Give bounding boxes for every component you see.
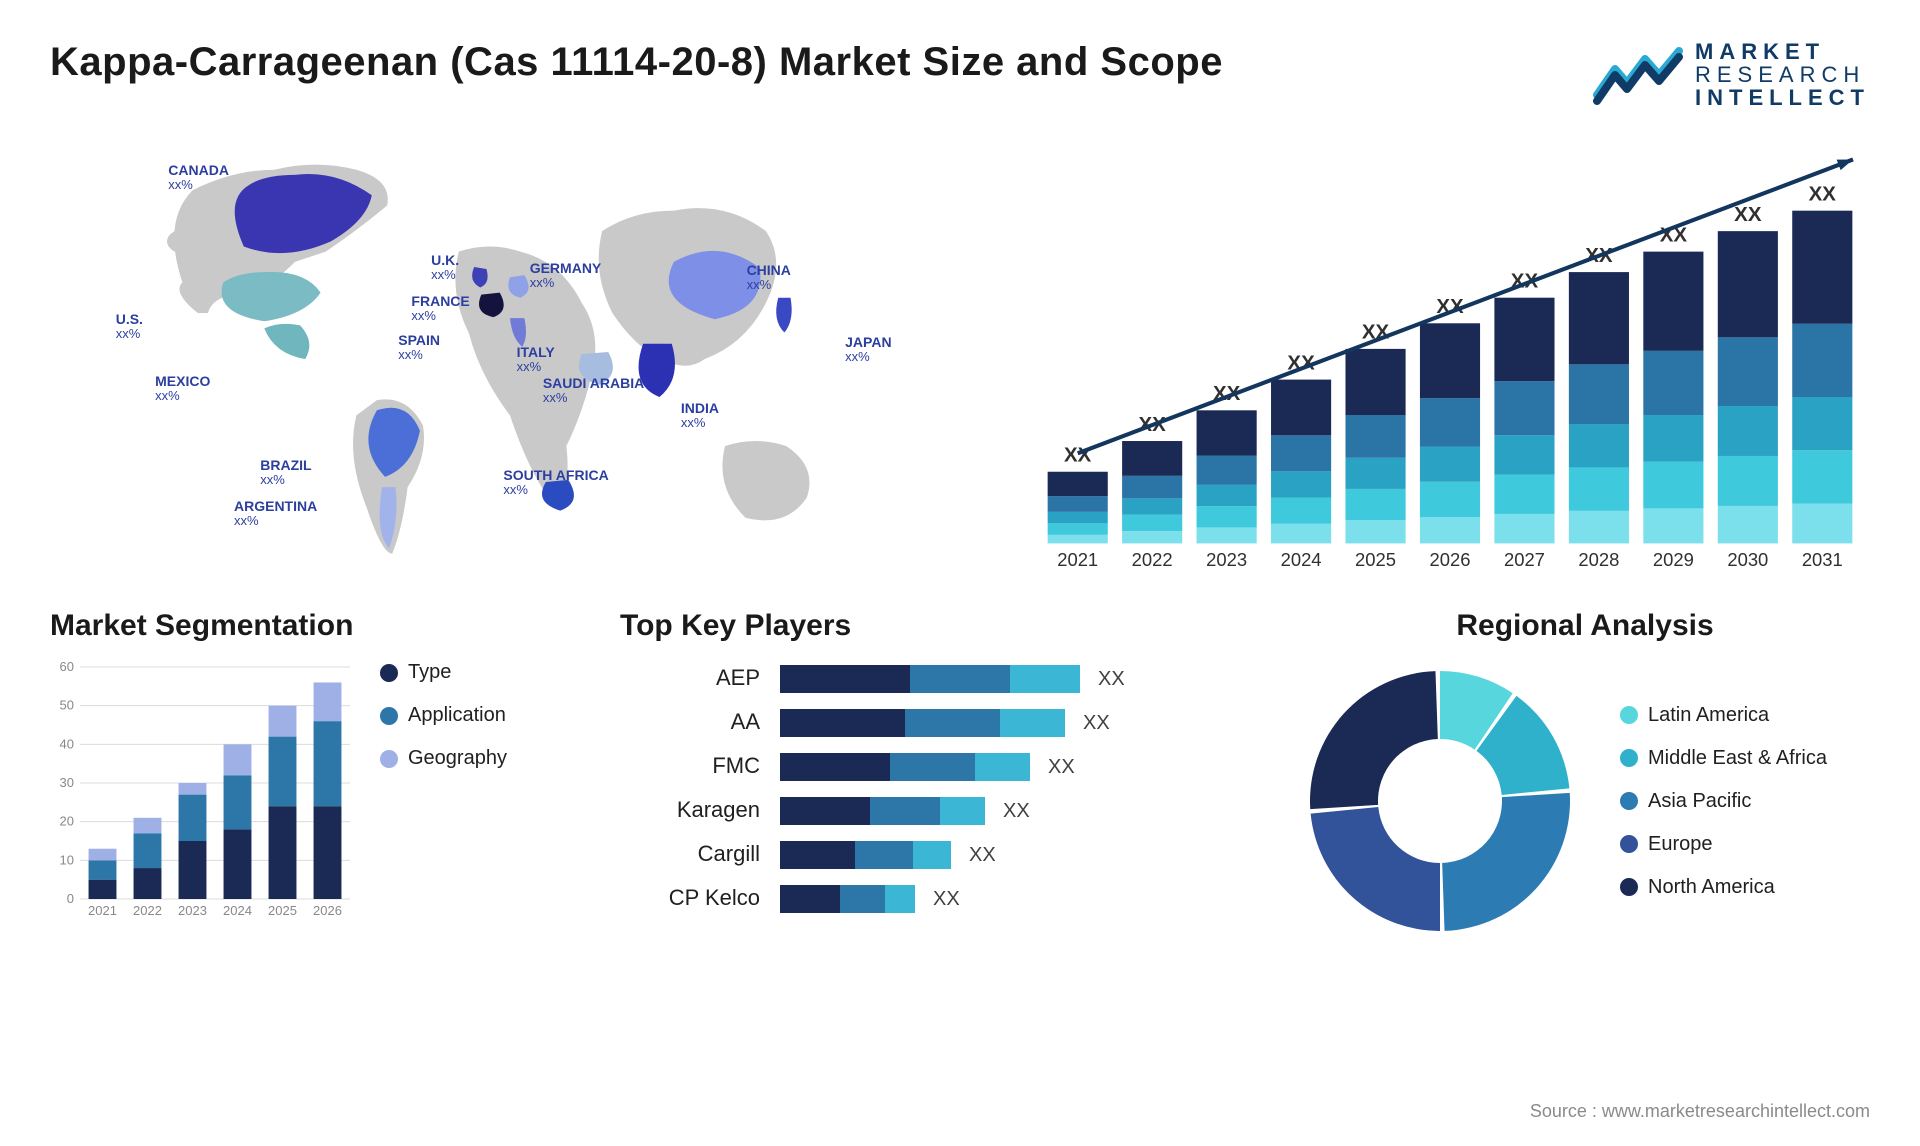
map-label: SAUDI ARABIAxx% [543,375,644,406]
player-name: Karagen [620,797,760,823]
top-row: CANADAxx% U.S.xx% MEXICOxx% BRAZILxx% ARGENT… [50,139,1870,569]
player-bar-row: XX [780,841,1260,869]
svg-text:30: 30 [60,775,74,790]
map-label: INDIAxx% [681,400,719,431]
svg-text:2024: 2024 [1281,549,1322,569]
players-bars-col: XX XX XX XX XX XX [780,661,1260,913]
svg-text:50: 50 [60,698,74,713]
svg-text:2022: 2022 [1132,549,1173,569]
map-label: JAPANxx% [845,334,891,365]
regional-title: Regional Analysis [1300,609,1870,643]
map-label: CANADAxx% [168,162,229,193]
svg-text:2023: 2023 [1206,549,1247,569]
svg-text:20: 20 [60,814,74,829]
svg-text:10: 10 [60,853,74,868]
world-map: CANADAxx% U.S.xx% MEXICOxx% BRAZILxx% ARGENT… [50,139,970,569]
player-bar-row: XX [780,797,1260,825]
legend-item: Latin America [1620,704,1827,727]
map-label: GERMANYxx% [530,260,602,291]
legend-item: Geography [380,747,507,770]
svg-text:2023: 2023 [178,903,207,918]
map-label: SOUTH AFRICAxx% [503,467,608,498]
svg-text:2026: 2026 [313,903,342,918]
players-title: Top Key Players [620,609,1260,643]
svg-text:2022: 2022 [133,903,162,918]
segmentation-legend: Type Application Geography [380,661,507,770]
map-label: U.S.xx% [116,311,143,342]
logo-line1: MARKET [1695,40,1870,63]
logo-mark-icon [1593,45,1683,105]
map-label: FRANCExx% [411,293,469,324]
legend-item: Asia Pacific [1620,790,1827,813]
segmentation-section: Market Segmentation 0 10 20 30 40 50 60 2021 202… [50,609,580,941]
player-bar-row: XX [780,665,1260,693]
players-section: Top Key Players AEP AA FMC Karagen Cargill CP… [620,609,1260,941]
world-map-svg [50,139,970,569]
source-footer: Source : www.marketresearchintellect.com [1530,1101,1870,1122]
legend-item: Middle East & Africa [1620,747,1827,770]
map-label: BRAZILxx% [260,457,311,488]
player-bar-row: XX [780,709,1260,737]
svg-text:XX: XX [1064,444,1092,467]
regional-donut-chart [1300,661,1580,941]
player-name: CP Kelco [620,885,760,911]
map-label: U.K.xx% [431,252,459,283]
player-name: Cargill [620,841,760,867]
player-name: FMC [620,753,760,779]
map-label: ITALYxx% [517,344,555,375]
svg-text:2021: 2021 [1057,549,1098,569]
svg-text:2027: 2027 [1504,549,1545,569]
svg-text:2031: 2031 [1802,549,1843,569]
svg-text:2030: 2030 [1727,549,1768,569]
svg-text:XX: XX [1809,183,1837,206]
legend-item: Application [380,704,507,727]
svg-text:0: 0 [67,891,74,906]
svg-text:XX: XX [1734,203,1762,226]
legend-item: North America [1620,876,1827,899]
svg-text:2021: 2021 [88,903,117,918]
segmentation-title: Market Segmentation [50,609,580,643]
forecast-chart-svg: XX2021XX2022XX2023XX2024XX2025XX2026XX20… [1030,139,1870,569]
player-bar-row: XX [780,885,1260,913]
page-title: Kappa-Carrageenan (Cas 11114-20-8) Marke… [50,40,1223,85]
svg-text:60: 60 [60,661,74,674]
svg-text:2024: 2024 [223,903,252,918]
legend-item: Type [380,661,507,684]
segmentation-chart: 0 10 20 30 40 50 60 2021 2022 2023 2024 2025 2026 [50,661,350,921]
player-name: AA [620,709,760,735]
svg-text:40: 40 [60,737,74,752]
svg-text:2025: 2025 [1355,549,1396,569]
svg-text:2028: 2028 [1578,549,1619,569]
svg-text:2029: 2029 [1653,549,1694,569]
logo-line3: INTELLECT [1695,86,1870,109]
bottom-row: Market Segmentation 0 10 20 30 40 50 60 2021 202… [50,609,1870,941]
regional-section: Regional Analysis Latin America Middle Ea… [1300,609,1870,941]
regional-legend: Latin America Middle East & Africa Asia Pa… [1620,704,1827,899]
legend-item: Europe [1620,833,1827,856]
brand-logo: MARKET RESEARCH INTELLECT [1593,40,1870,109]
map-label: MEXICOxx% [155,373,210,404]
player-name: AEP [620,665,760,691]
map-label: SPAINxx% [398,332,440,363]
players-names-col: AEP AA FMC Karagen Cargill CP Kelco [620,661,760,911]
player-bar-row: XX [780,753,1260,781]
svg-text:2026: 2026 [1430,549,1471,569]
logo-line2: RESEARCH [1695,63,1870,86]
svg-text:2025: 2025 [268,903,297,918]
forecast-bar-chart: XX2021XX2022XX2023XX2024XX2025XX2026XX20… [1030,139,1870,569]
map-label: ARGENTINAxx% [234,498,317,529]
header: Kappa-Carrageenan (Cas 11114-20-8) Marke… [50,40,1870,109]
map-label: CHINAxx% [747,262,791,293]
